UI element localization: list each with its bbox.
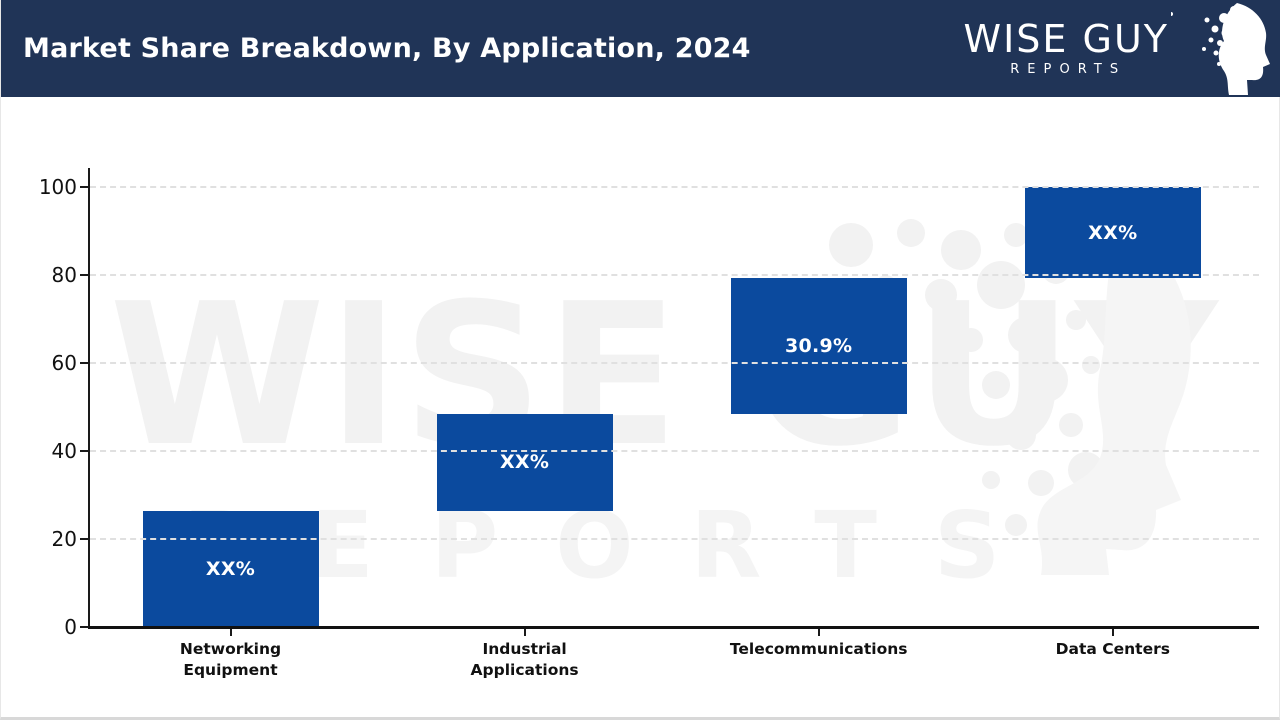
brand-name: WISE GUY	[963, 17, 1169, 61]
bar-value-label: XX%	[205, 557, 256, 580]
y-tick-label: 80	[51, 263, 77, 287]
bar-segment: XX%	[436, 414, 613, 511]
y-tick-label: 40	[51, 439, 77, 463]
y-tick-label: 60	[51, 351, 77, 375]
y-tick-label: 100	[38, 175, 77, 199]
bar-segment: 30.9%	[730, 278, 907, 415]
grid-line	[90, 186, 1259, 188]
x-tick-label: Industrial Applications	[470, 640, 579, 679]
bar-value-label: XX%	[499, 451, 550, 474]
x-tick-label: Telecommunications	[729, 640, 908, 658]
watermark-head-pattern	[829, 219, 1191, 575]
y-axis-line	[88, 168, 90, 627]
x-tick-mark	[229, 629, 232, 636]
y-tick-label: 0	[64, 615, 77, 639]
bar-segment: XX%	[142, 510, 319, 627]
bar-value-label: 30.9%	[784, 335, 853, 358]
bar-value-label: XX%	[1088, 221, 1138, 244]
x-tick-mark	[1111, 629, 1114, 636]
x-tick-label: Data Centers	[1055, 640, 1170, 658]
y-tick-mark	[80, 626, 89, 628]
x-tick-mark	[523, 629, 526, 636]
x-axis-line	[88, 626, 1259, 629]
y-tick-mark	[80, 450, 89, 452]
grid-line	[90, 274, 1259, 276]
brand-head-icon	[1171, 3, 1270, 95]
page-title: Market Share Breakdown, By Application, …	[23, 33, 751, 64]
x-tick-mark	[817, 629, 820, 636]
grid-line	[90, 538, 1259, 540]
brand-subtitle: REPORTS	[1010, 62, 1127, 77]
y-tick-mark	[80, 274, 89, 276]
x-tick-label: Networking Equipment	[179, 640, 282, 679]
header: Market Share Breakdown, By Application, …	[1, 0, 1280, 97]
bar-segment: XX%	[1024, 187, 1201, 279]
brand-text: WISE GUY REPORTS	[964, 20, 1169, 77]
y-tick-mark	[80, 538, 89, 540]
grid-line	[90, 450, 1259, 452]
brand-logo: WISE GUY REPORTS	[964, 0, 1271, 97]
y-tick-label: 20	[51, 527, 77, 551]
y-tick-mark	[80, 362, 89, 364]
y-tick-mark	[80, 186, 89, 188]
grid-line	[90, 362, 1259, 364]
